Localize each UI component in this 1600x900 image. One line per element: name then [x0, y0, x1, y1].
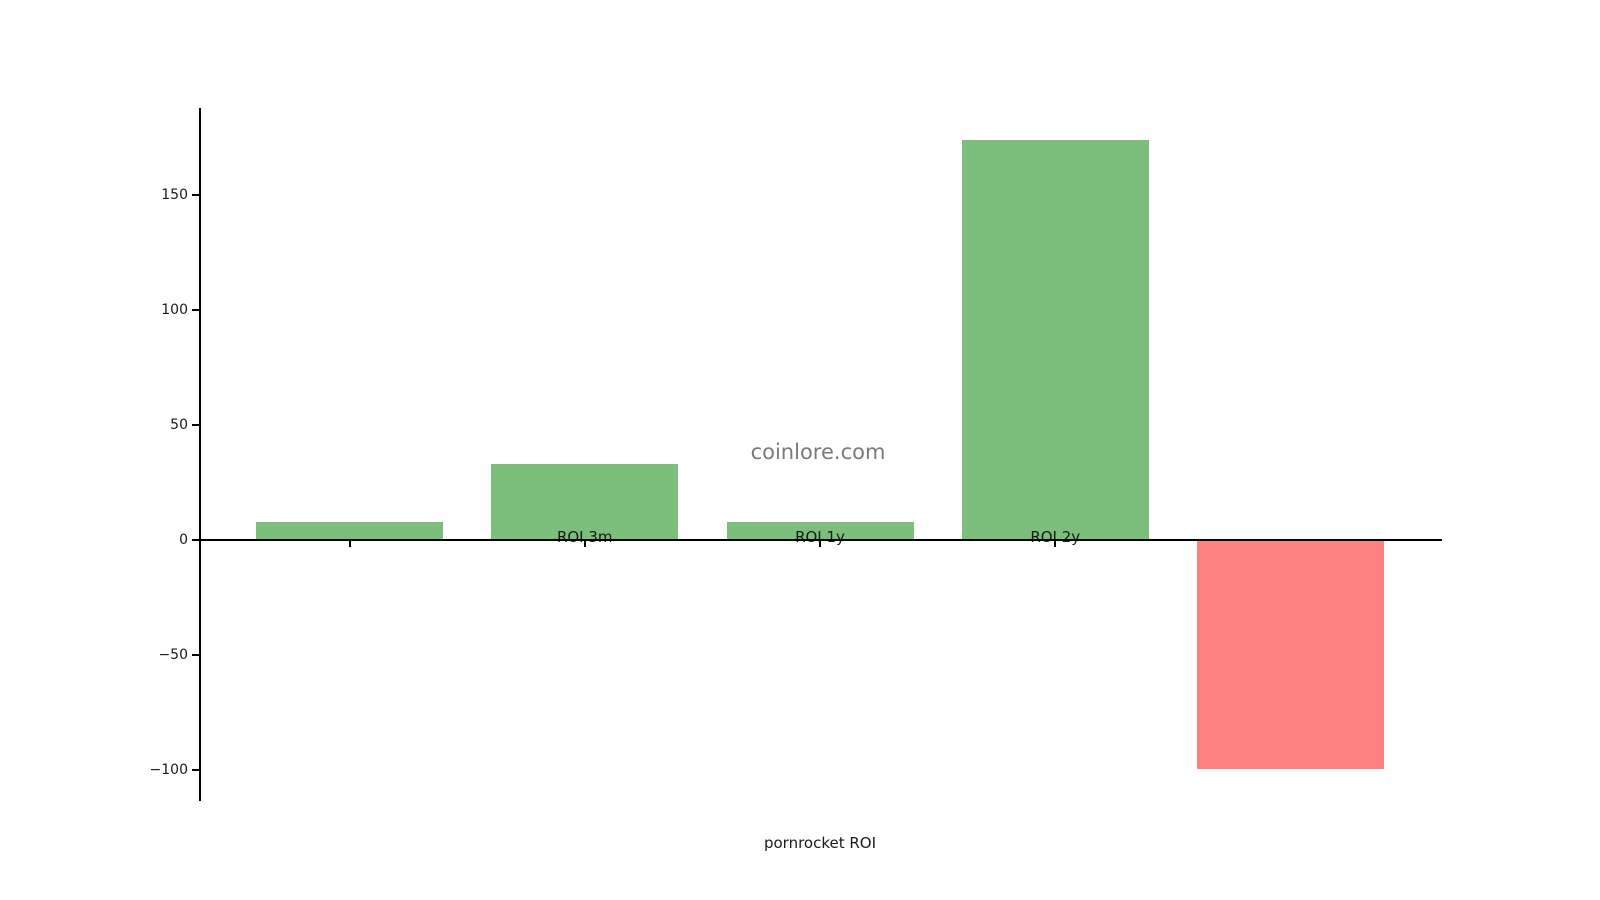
x-tick-label: ROI 1y: [795, 528, 845, 546]
y-tick: [192, 539, 199, 541]
positive-roi-bar: [726, 521, 914, 540]
x-axis-title: pornrocket ROI: [763, 834, 877, 852]
positive-roi-bar: [256, 521, 443, 540]
y-tick-label: 100: [161, 302, 188, 318]
y-tick-label: 150: [161, 187, 188, 203]
x-tick: [819, 541, 821, 547]
y-tick-label: 50: [170, 417, 188, 433]
x-tick-label: ROI 2y: [1030, 528, 1081, 546]
x-tick: [583, 541, 586, 547]
y-tick: [192, 654, 199, 656]
y-tick: [192, 424, 199, 426]
x-tick: [1054, 541, 1057, 547]
y-tick: [192, 194, 199, 196]
y-tick: [192, 769, 199, 771]
y-axis-spine: [199, 108, 201, 801]
y-tick: [192, 309, 199, 311]
y-tick-label: −100: [149, 762, 188, 778]
positive-roi-bar: [961, 139, 1149, 540]
y-tick-label: 0: [179, 532, 188, 548]
coinlore-watermark: coinlore.com: [750, 440, 886, 464]
positive-roi-bar: [491, 464, 679, 540]
x-tick: [348, 541, 351, 547]
x-tick-label: ROI 3m: [556, 528, 613, 546]
negative-roi-bar: [1197, 541, 1384, 769]
x-axis-zero-line: [197, 539, 1442, 541]
y-tick-label: −50: [158, 647, 188, 663]
